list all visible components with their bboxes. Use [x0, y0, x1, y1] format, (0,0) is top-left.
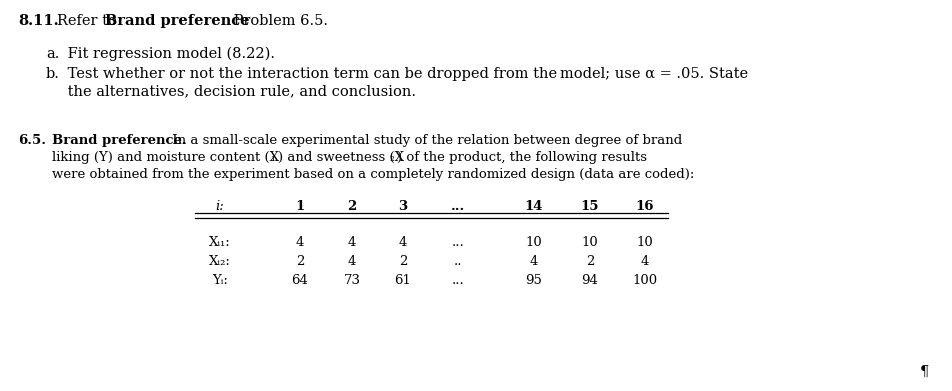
Text: 2: 2: [585, 255, 593, 268]
Text: ) of the product, the following results: ) of the product, the following results: [397, 151, 646, 164]
Text: ...: ...: [451, 236, 464, 249]
Text: 10: 10: [636, 236, 653, 249]
Text: 2: 2: [295, 255, 304, 268]
Text: 4: 4: [295, 236, 304, 249]
Text: 16: 16: [635, 200, 654, 213]
Text: Xᵢ₁:: Xᵢ₁:: [208, 236, 230, 249]
Text: the alternatives, decision rule, and conclusion.: the alternatives, decision rule, and con…: [63, 84, 416, 98]
Text: 4: 4: [398, 236, 407, 249]
Text: ...: ...: [451, 274, 464, 287]
Text: 4: 4: [347, 236, 356, 249]
Text: 3: 3: [398, 200, 407, 213]
Text: were obtained from the experiment based on a completely randomized design (data : were obtained from the experiment based …: [52, 168, 694, 181]
Text: Test whether or not the interaction term can be dropped from the model; use α = : Test whether or not the interaction term…: [63, 67, 747, 81]
Text: ..: ..: [453, 255, 462, 268]
Text: ¶: ¶: [919, 365, 928, 379]
Text: b.: b.: [46, 67, 60, 81]
Text: liking (Y) and moisture content (X: liking (Y) and moisture content (X: [52, 151, 279, 164]
Text: 95: 95: [525, 274, 542, 287]
Text: Brand preference.: Brand preference.: [52, 134, 187, 147]
Text: ) and sweetness (X: ) and sweetness (X: [278, 151, 404, 164]
Text: i:: i:: [215, 200, 224, 213]
Text: 61: 61: [394, 274, 411, 287]
Text: 15: 15: [580, 200, 599, 213]
Text: 94: 94: [581, 274, 598, 287]
Text: 10: 10: [526, 236, 542, 249]
Text: 73: 73: [343, 274, 360, 287]
Text: 6.5.: 6.5.: [18, 134, 46, 147]
Text: ...: ...: [450, 200, 465, 213]
Text: Yᵢ:: Yᵢ:: [212, 274, 228, 287]
Text: 1: 1: [295, 200, 305, 213]
Text: Xᵢ₂:: Xᵢ₂:: [208, 255, 230, 268]
Text: 4: 4: [347, 255, 356, 268]
Text: In a small-scale experimental study of the relation between degree of brand: In a small-scale experimental study of t…: [168, 134, 682, 147]
Text: 14: 14: [525, 200, 543, 213]
Text: 2: 2: [347, 200, 356, 213]
Text: ₂: ₂: [388, 151, 393, 164]
Text: 10: 10: [581, 236, 598, 249]
Text: Fit regression model (8.22).: Fit regression model (8.22).: [63, 47, 275, 61]
Text: Problem 6.5.: Problem 6.5.: [228, 14, 327, 28]
Text: 4: 4: [529, 255, 538, 268]
Text: Refer to: Refer to: [57, 14, 121, 28]
Text: 100: 100: [632, 274, 657, 287]
Text: 64: 64: [291, 274, 308, 287]
Text: 2: 2: [398, 255, 407, 268]
Text: 8.11.: 8.11.: [18, 14, 59, 28]
Text: Brand preference: Brand preference: [105, 14, 249, 28]
Text: 4: 4: [640, 255, 648, 268]
Text: a.: a.: [46, 47, 59, 61]
Text: ₁: ₁: [269, 151, 274, 164]
